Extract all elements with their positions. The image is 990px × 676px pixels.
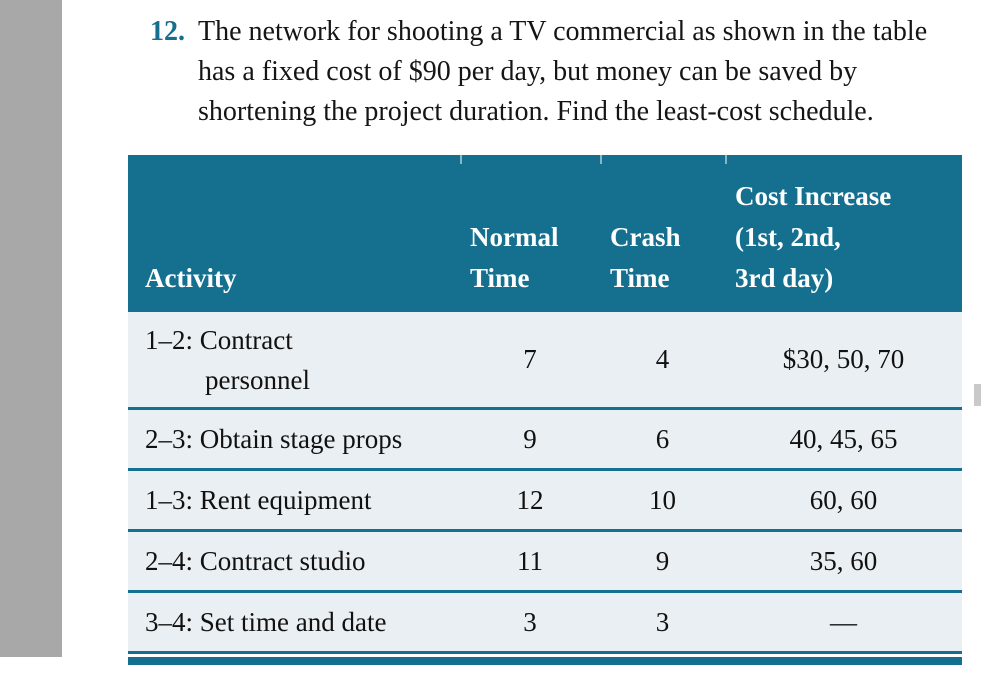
crash-time-cell: 9 — [655, 545, 670, 576]
activity-cell: 1–3: Rent equipment — [145, 485, 372, 515]
activity-cell: 2–4: Contract studio — [145, 546, 366, 576]
cost-increase-cell: 40, 45, 65 — [789, 423, 898, 454]
table-row: 1–2: Contract personnel 7 4 $30, 50, 70 — [128, 312, 962, 410]
page-edge-artifact — [974, 384, 981, 406]
activity-cell: 2–3: Obtain stage props — [145, 424, 403, 454]
header-cost-increase: Cost Increase (1st, 2nd, 3rd day) — [735, 181, 892, 293]
activity-cell: 1–2: Contract personnel — [145, 324, 310, 395]
cost-increase-cell: $30, 50, 70 — [782, 344, 905, 374]
table-bottom-rule — [128, 657, 962, 665]
column-divider-tick — [725, 155, 727, 164]
cost-increase-cell: 35, 60 — [809, 545, 878, 576]
cost-increase-cell: — — [830, 606, 857, 637]
crash-time-cell: 3 — [655, 606, 670, 637]
crash-time-cell: 6 — [655, 423, 670, 454]
cost-increase-cell: 60, 60 — [809, 484, 878, 515]
column-divider-tick — [600, 155, 602, 164]
problem-text: The network for shooting a TV commercial… — [198, 16, 928, 127]
activity-table: Activity Normal Time Crash Time Cost Inc… — [128, 155, 962, 665]
normal-time-cell: 12 — [516, 484, 544, 515]
problem-statement: 12. The network for shooting a TV commer… — [150, 12, 968, 132]
problem-number: 12. — [150, 16, 185, 47]
table-header-row: Activity Normal Time Crash Time Cost Inc… — [128, 155, 962, 312]
activity-cell: 3–4: Set time and date — [145, 607, 387, 637]
table-row: 1–3: Rent equipment 12 10 60, 60 — [128, 471, 962, 532]
crash-time-cell: 4 — [655, 344, 670, 374]
table-row: 3–4: Set time and date 3 3 — — [128, 593, 962, 654]
header-activity: Activity — [145, 263, 237, 293]
header-normal-time: Normal Time — [470, 222, 559, 293]
normal-time-cell: 3 — [523, 606, 537, 637]
crash-time-cell: 10 — [649, 484, 676, 515]
normal-time-cell: 7 — [523, 344, 537, 374]
table-row: 2–3: Obtain stage props 9 6 40, 45, 65 — [128, 410, 962, 471]
normal-time-cell: 11 — [517, 545, 543, 576]
header-crash-time: Crash Time — [610, 222, 681, 293]
normal-time-cell: 9 — [523, 423, 537, 454]
left-margin-bar — [0, 0, 62, 657]
table-row: 2–4: Contract studio 11 9 35, 60 — [128, 532, 962, 593]
column-divider-tick — [460, 155, 462, 164]
